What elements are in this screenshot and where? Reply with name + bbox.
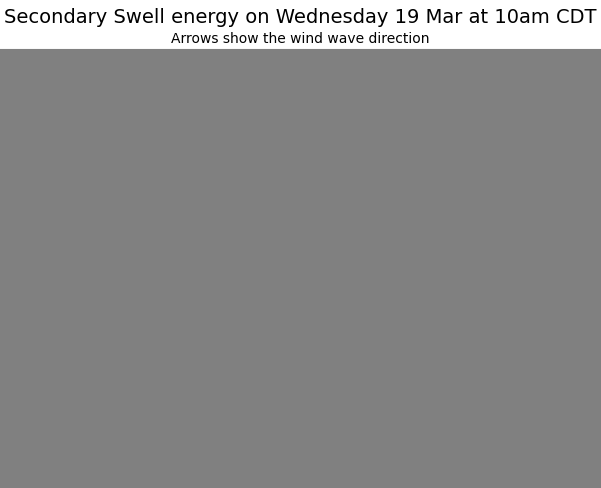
Text: Arrows show the wind wave direction: Arrows show the wind wave direction	[171, 32, 430, 46]
Text: Secondary Swell energy on Wednesday 19 Mar at 10am CDT: Secondary Swell energy on Wednesday 19 M…	[4, 8, 597, 26]
